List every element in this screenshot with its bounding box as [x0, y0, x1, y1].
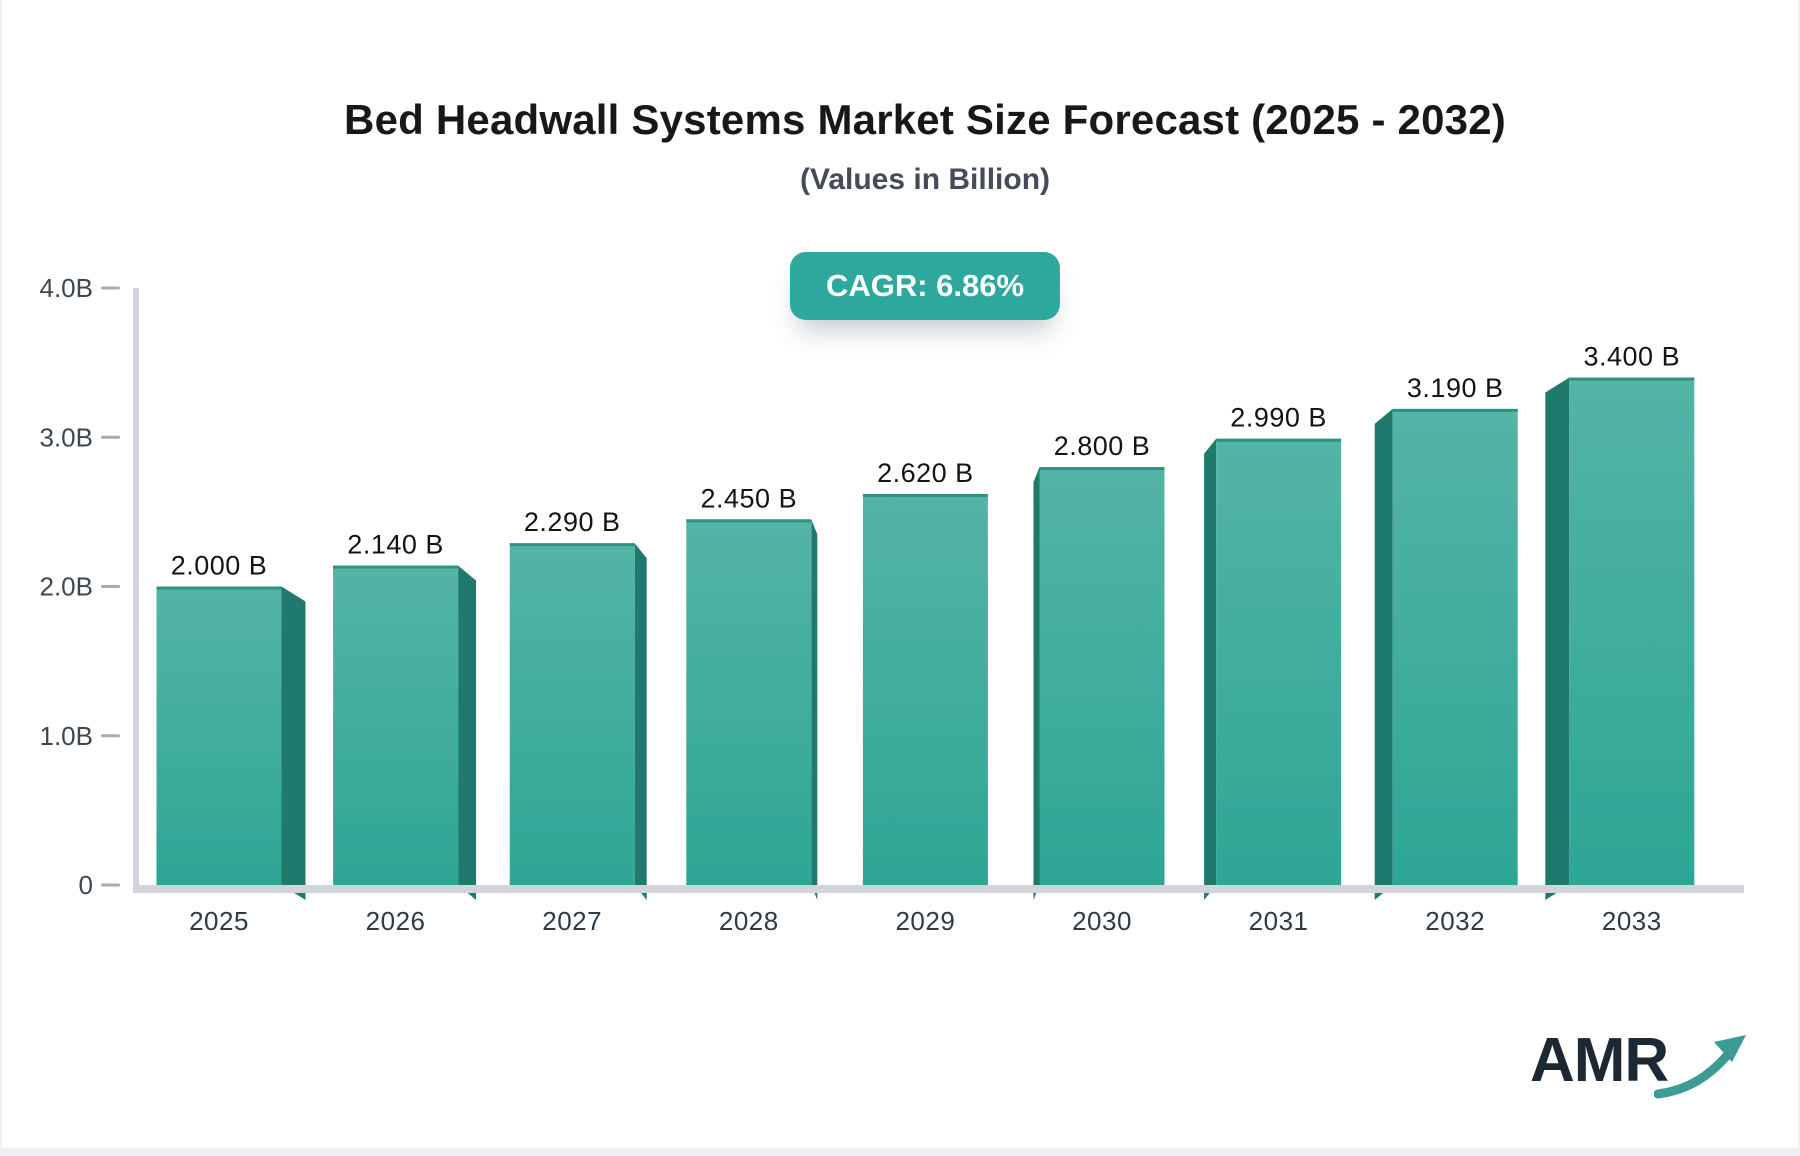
bar-top-edge [1569, 377, 1695, 381]
bar-top-edge [686, 519, 812, 523]
x-tick-label-2033: 2033 [1602, 906, 1662, 936]
bar-group-2029[interactable]: 2.620 B [862, 458, 988, 885]
amr-logo-text: AMR [1530, 1026, 1669, 1095]
bar-group-2033[interactable]: 3.400 B [1545, 342, 1695, 900]
x-tick-label-2030: 2030 [1072, 906, 1132, 936]
y-tick [101, 585, 120, 588]
x-tick-label-2026: 2026 [366, 906, 426, 936]
growth-arrow-icon [1654, 1035, 1747, 1099]
amr-logo: AMR [1530, 1030, 1754, 1104]
bar-top-edge [1216, 438, 1342, 442]
bar-front-face [686, 519, 812, 885]
y-tick-label-1.0B: 1.0B [40, 721, 94, 751]
y-tick [101, 883, 120, 887]
bar-top-edge [862, 493, 988, 497]
y-tick-label-0: 0 [79, 870, 93, 900]
page-title: Bed Headwall Systems Market Size Forecas… [344, 96, 1506, 143]
y-tick [101, 435, 120, 439]
bar-side-face [458, 565, 477, 900]
x-tick-label-2031: 2031 [1249, 906, 1309, 936]
cagr-badge: CAGR: 6.86% [789, 252, 1061, 320]
bar-side-face [1033, 467, 1040, 900]
bar-group-2025[interactable]: 2.000 B [156, 551, 306, 901]
bar-value-label: 2.800 B [1054, 431, 1151, 461]
bar-group-2031[interactable]: 2.990 B [1204, 403, 1342, 900]
bar-front-face [1039, 467, 1165, 885]
bar-group-2032[interactable]: 3.190 B [1374, 373, 1518, 900]
bar-top-edge [1392, 408, 1518, 412]
bar-group-2028[interactable]: 2.450 B [686, 483, 818, 900]
bar-top-edge [509, 543, 635, 547]
bar-top-edge [1039, 467, 1165, 471]
bar-front-face [509, 543, 635, 885]
x-axis-line [133, 885, 1744, 893]
bar-front-face [1216, 438, 1342, 885]
bar-group-2030[interactable]: 2.800 B [1033, 431, 1165, 900]
x-tick-label-2028: 2028 [719, 906, 779, 936]
x-tick-label-2027: 2027 [542, 906, 602, 936]
bar-value-label: 3.400 B [1584, 342, 1681, 372]
y-tick [101, 734, 120, 738]
x-tick-label-2029: 2029 [895, 906, 955, 936]
y-axis-line [133, 288, 139, 893]
bar-top-edge [333, 565, 459, 569]
bar-side-face [281, 586, 306, 900]
bar-side-face [811, 519, 818, 900]
bar-side-face [1545, 377, 1570, 900]
x-tick-label-2025: 2025 [189, 906, 249, 936]
bar-value-label: 2.140 B [347, 530, 444, 560]
bar-side-face [1374, 408, 1393, 900]
bar-front-face [1569, 377, 1695, 885]
bar-value-label: 2.990 B [1230, 403, 1327, 433]
bar-front-face [1392, 408, 1518, 885]
bar-front-face [862, 493, 988, 885]
y-tick [101, 286, 120, 290]
bar-value-label: 2.450 B [701, 483, 798, 513]
y-tick-label-4.0B: 4.0B [40, 273, 94, 303]
chart-subtitle: (Values in Billion) [799, 163, 1051, 196]
bar-group-2026[interactable]: 2.140 B [333, 530, 477, 900]
y-tick-label-2.0B: 2.0B [40, 572, 94, 602]
bar-front-face [333, 565, 459, 885]
bar-side-face [634, 543, 647, 900]
bar-value-label: 2.620 B [877, 458, 974, 488]
y-tick-label-3.0B: 3.0B [40, 422, 94, 452]
bar-group-2027[interactable]: 2.290 B [509, 507, 647, 900]
bar-front-face [156, 586, 282, 885]
bar-value-label: 2.290 B [524, 507, 621, 537]
bar-value-label: 3.190 B [1407, 373, 1504, 403]
bar-side-face [1204, 438, 1217, 900]
bar-value-label: 2.000 B [171, 551, 268, 581]
x-tick-label-2032: 2032 [1425, 906, 1485, 936]
bar-top-edge [156, 586, 282, 590]
